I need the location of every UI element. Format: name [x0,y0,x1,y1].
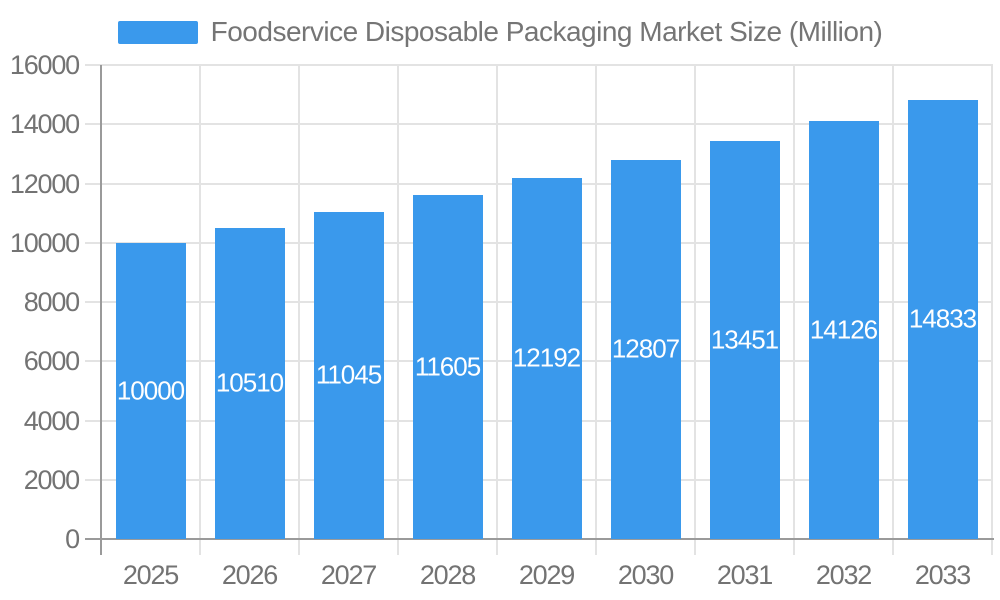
bar: 13451 [709,140,780,539]
x-axis-tick-label: 2029 [518,560,575,590]
y-axis-tick-label: 10000 [9,227,80,258]
y-axis-tick-label: 0 [65,524,80,554]
y-axis-tick-label: 8000 [23,287,80,317]
x-axis-tick-label: 2027 [320,560,377,590]
chart-legend: Foodservice Disposable Packaging Market … [0,16,1000,48]
y-axis-tick-label: 6000 [23,346,80,377]
bar-value-label: 14833 [908,303,977,334]
x-axis-tick-label: 2031 [716,560,773,590]
y-axis-tick-label: 14000 [9,109,80,140]
bar: 14126 [808,120,879,539]
bar-value-label: 10000 [116,375,185,406]
x-axis-tick-label: 2028 [419,560,476,590]
x-axis-tick-label: 2026 [221,560,278,590]
vertical-gridline [397,65,399,555]
vertical-gridline [496,65,498,555]
legend-item[interactable]: Foodservice Disposable Packaging Market … [117,16,883,48]
bar-value-label: 10510 [215,367,284,398]
vertical-gridline [991,65,993,555]
bar-value-label: 11605 [414,351,481,382]
vertical-gridline [298,65,300,555]
x-axis-line [85,538,994,540]
x-axis-tick-label: 2033 [914,560,971,590]
vertical-gridline [793,65,795,555]
bar-value-label: 11045 [315,359,382,390]
bar: 12807 [610,159,681,539]
y-axis-line [100,65,102,555]
bar: 10000 [115,242,186,539]
bar: 12192 [511,177,582,539]
bar: 11605 [412,195,483,539]
bar-value-label: 12807 [611,333,680,364]
bar: 10510 [214,227,285,539]
legend-label: Foodservice Disposable Packaging Market … [210,16,883,47]
bar: 11045 [313,211,384,539]
bar-value-label: 12192 [512,342,581,373]
horizontal-gridline [85,123,993,126]
y-axis-tick-label: 12000 [9,168,80,199]
vertical-gridline [892,65,894,555]
vertical-gridline [595,65,597,555]
x-axis-tick-label: 2025 [122,560,179,590]
x-axis-tick-label: 2030 [617,560,674,590]
bar-value-label: 14126 [809,314,878,345]
legend-swatch-icon [117,20,198,44]
y-axis-tick-label: 16000 [9,50,80,80]
vertical-gridline [199,65,201,555]
x-axis-tick-label: 2032 [815,560,872,590]
y-axis-tick-label: 4000 [23,405,80,436]
vertical-gridline [694,65,696,555]
y-axis-tick-label: 2000 [23,464,80,495]
bar-value-label: 13451 [710,324,779,355]
bar: 14833 [907,99,978,539]
horizontal-gridline [85,64,993,66]
